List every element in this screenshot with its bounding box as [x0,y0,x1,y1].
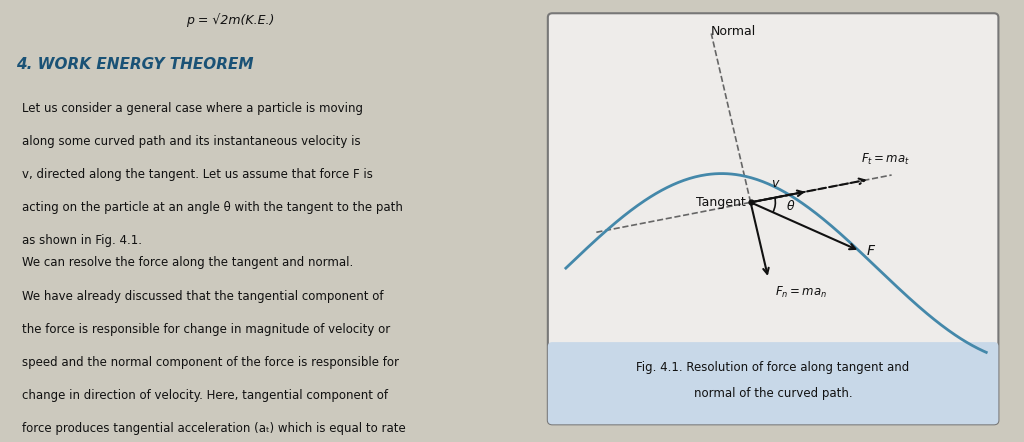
Text: acting on the particle at an angle θ with the tangent to the path: acting on the particle at an angle θ wit… [22,201,402,214]
Text: Fig. 4.1. Resolution of force along tangent and: Fig. 4.1. Resolution of force along tang… [637,361,909,373]
FancyBboxPatch shape [548,342,998,424]
Text: We can resolve the force along the tangent and normal.: We can resolve the force along the tange… [22,256,353,269]
Text: the force is responsible for change in magnitude of velocity or: the force is responsible for change in m… [22,323,390,335]
Text: We have already discussed that the tangential component of: We have already discussed that the tange… [22,290,383,302]
Text: F: F [866,244,874,258]
Text: along some curved path and its instantaneous velocity is: along some curved path and its instantan… [22,135,360,148]
FancyBboxPatch shape [548,13,998,424]
Text: v: v [771,176,778,190]
Text: p = √2m(K.E.): p = √2m(K.E.) [186,13,274,27]
Text: Normal: Normal [711,25,757,38]
Text: as shown in Fig. 4.1.: as shown in Fig. 4.1. [22,234,142,247]
Text: $F_n = ma_n$: $F_n = ma_n$ [775,285,827,300]
Text: Tangent: Tangent [696,196,746,209]
Text: force produces tangential acceleration (aₜ) which is equal to rate: force produces tangential acceleration (… [22,422,406,435]
Text: 4. WORK ENERGY THEOREM: 4. WORK ENERGY THEOREM [16,57,254,72]
Text: speed and the normal component of the force is responsible for: speed and the normal component of the fo… [22,356,399,369]
Text: $F_t = ma_t$: $F_t = ma_t$ [860,152,909,167]
Text: change in direction of velocity. Here, tangential component of: change in direction of velocity. Here, t… [22,389,388,402]
Text: normal of the curved path.: normal of the curved path. [694,387,852,400]
Text: θ: θ [786,200,794,213]
Text: Let us consider a general case where a particle is moving: Let us consider a general case where a p… [22,102,362,114]
Text: v, directed along the tangent. Let us assume that force F is: v, directed along the tangent. Let us as… [22,168,373,181]
